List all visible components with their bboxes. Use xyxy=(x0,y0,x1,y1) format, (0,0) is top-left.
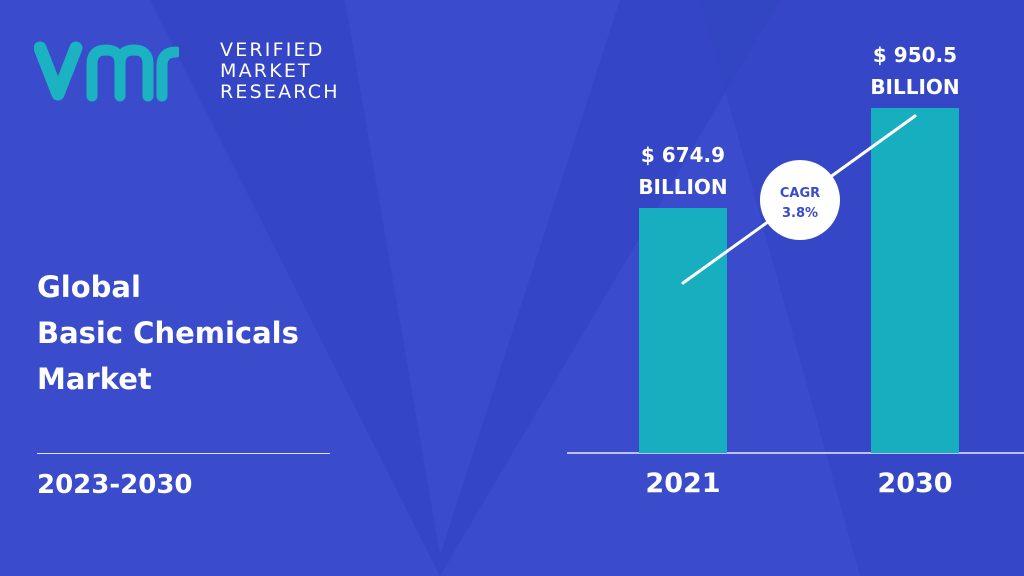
x-tick-label-2030: 2030 xyxy=(877,468,952,499)
title-line-1: Global xyxy=(37,270,141,304)
title-divider xyxy=(37,453,330,454)
vmr-logo-icon xyxy=(34,41,179,102)
value-label-2030-unit: BILLION xyxy=(870,75,959,99)
forecast-period: 2023-2030 xyxy=(37,470,193,500)
value-label-2021-amount: $ 674.9 xyxy=(641,143,725,167)
brand-line-2: MARKET xyxy=(220,60,312,82)
cagr-value: 3.8% xyxy=(782,206,818,221)
brand-logo: VERIFIED MARKET RESEARCH xyxy=(34,38,337,108)
bar-2030 xyxy=(871,107,959,453)
brand-line-3: RESEARCH xyxy=(220,81,340,103)
brand-name: VERIFIED MARKET RESEARCH xyxy=(220,40,340,103)
report-title: Global Basic Chemicals Market xyxy=(37,264,299,402)
title-line-2: Basic Chemicals xyxy=(37,316,299,350)
brand-line-1: VERIFIED xyxy=(220,39,325,61)
x-tick-label-2021: 2021 xyxy=(645,468,720,499)
cagr-badge xyxy=(760,160,840,240)
cagr-label: CAGR xyxy=(780,186,820,201)
value-label-2030-amount: $ 950.5 xyxy=(873,43,957,67)
value-label-2021-unit: BILLION xyxy=(638,175,727,199)
title-line-3: Market xyxy=(37,362,152,396)
bar-2021 xyxy=(639,208,727,453)
